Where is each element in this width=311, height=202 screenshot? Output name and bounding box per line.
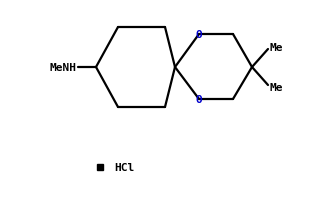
Text: Me: Me	[270, 83, 284, 93]
Text: HCl: HCl	[114, 162, 134, 172]
Text: MeNH: MeNH	[49, 63, 76, 73]
Text: Me: Me	[270, 43, 284, 53]
Text: O: O	[196, 30, 202, 40]
Text: O: O	[196, 95, 202, 104]
